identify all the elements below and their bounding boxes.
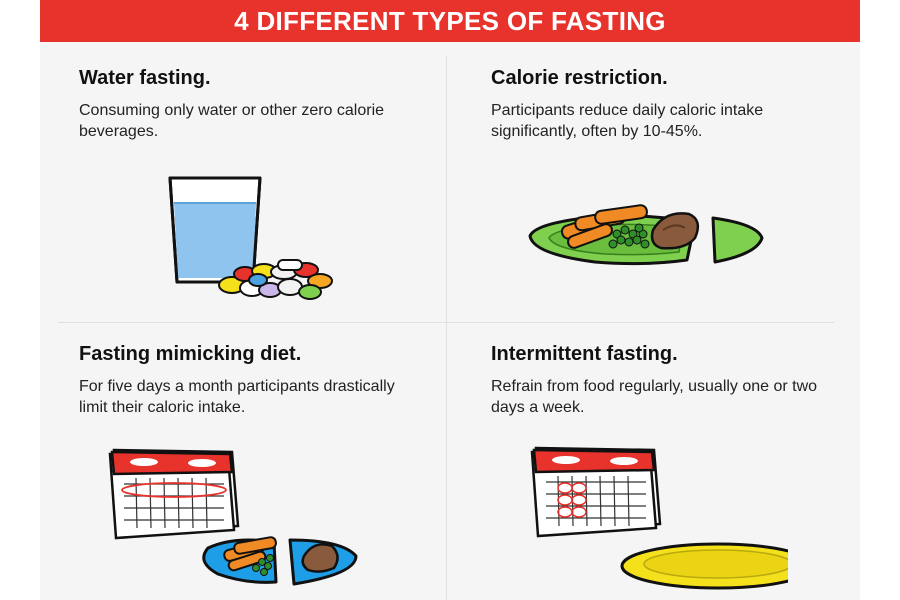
horizontal-divider: [58, 322, 834, 323]
fasting-mimicking-section: Fasting mimicking diet. For five days a …: [79, 343, 419, 418]
calorie-restriction-section: Calorie restriction. Participants reduce…: [491, 67, 831, 142]
section-title: Water fasting.: [79, 67, 211, 89]
intermittent-fasting-section: Intermittent fasting. Refrain from food …: [491, 343, 831, 418]
calendar-empty-plate-icon: [530, 446, 788, 590]
section-title: Intermittent fasting.: [491, 343, 678, 365]
section-description: Consuming only water or other zero calor…: [79, 102, 385, 140]
section-description: Participants reduce daily caloric intake…: [491, 102, 764, 140]
infographic-panel: 4 DIFFERENT TYPES OF FASTING Water fasti…: [40, 0, 860, 600]
green-plate-food-icon: [528, 204, 764, 266]
page-title: 4 DIFFERENT TYPES OF FASTING: [234, 5, 666, 36]
calendar-blue-plate-icon: [108, 448, 358, 586]
water-glass-pills-icon: [168, 176, 333, 300]
title-banner: 4 DIFFERENT TYPES OF FASTING: [40, 0, 860, 42]
section-title: Fasting mimicking diet.: [79, 343, 302, 365]
section-description: Refrain from food regularly, usually one…: [491, 378, 818, 416]
water-fasting-section: Water fasting. Consuming only water or o…: [79, 67, 419, 142]
section-title: Calorie restriction.: [491, 67, 668, 89]
vertical-divider: [446, 56, 447, 600]
section-description: For five days a month participants drast…: [79, 378, 395, 416]
